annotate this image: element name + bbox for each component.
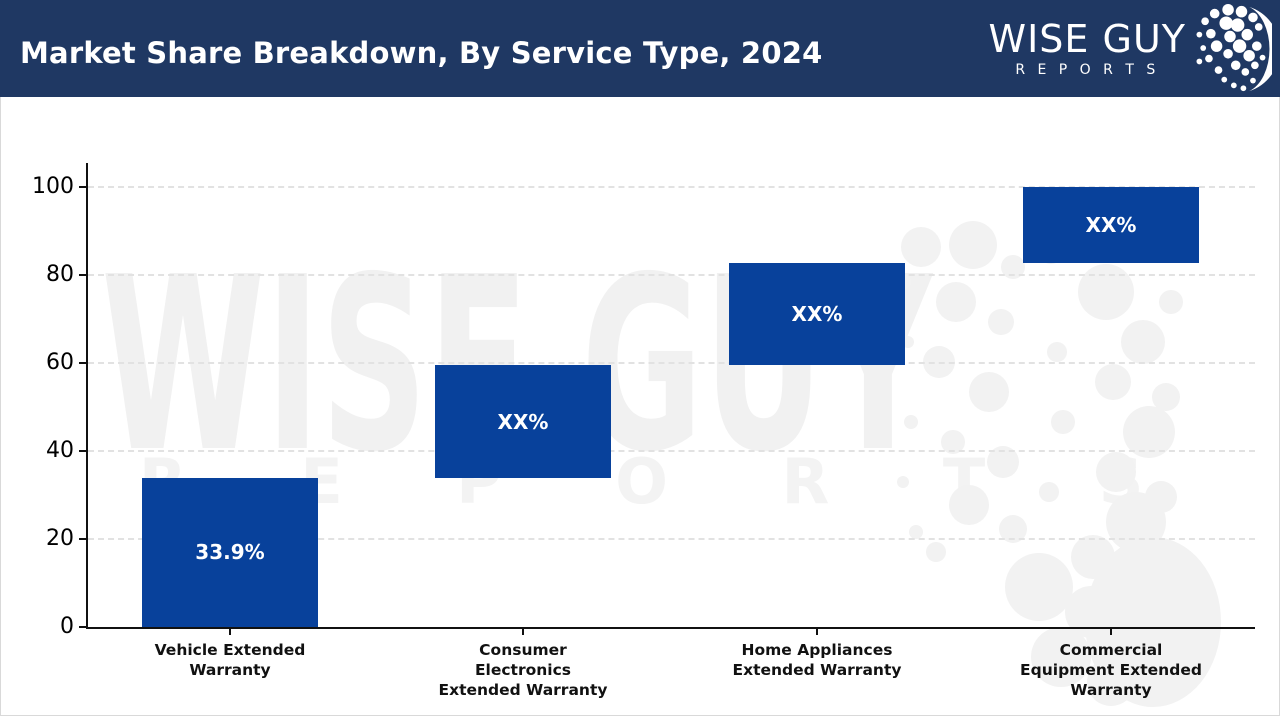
- brand-head-icon: [1196, 4, 1272, 92]
- page-title: Market Share Breakdown, By Service Type,…: [20, 36, 823, 70]
- brand-text: WISE GUY R E P O R T S: [988, 17, 1186, 78]
- chart-canvas: WISE GUY R E P O R T S: [0, 97, 1280, 716]
- watermark-face-dots-icon: [897, 221, 1221, 707]
- brand-wordmark: WISE GUY: [988, 17, 1186, 62]
- brand-logo: WISE GUY R E P O R T S: [989, 4, 1272, 94]
- brand-subtitle: R E P O R T S: [1015, 61, 1160, 78]
- header-bar: Market Share Breakdown, By Service Type,…: [0, 0, 1280, 97]
